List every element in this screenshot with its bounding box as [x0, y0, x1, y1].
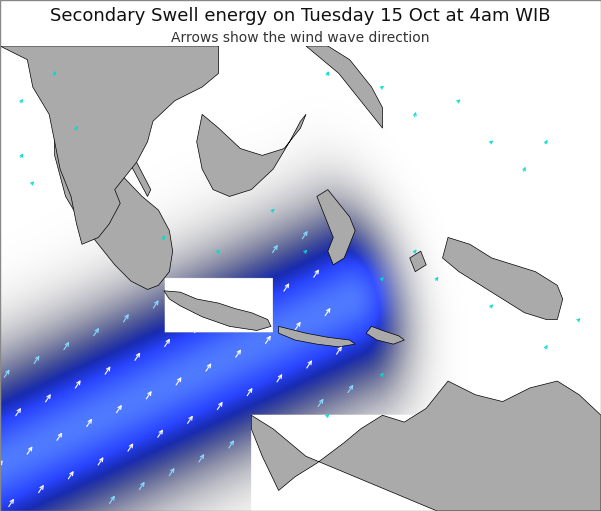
Text: Arrows show the wind wave direction: Arrows show the wind wave direction [171, 31, 430, 44]
Text: Secondary Swell energy on Tuesday 15 Oct at 4am WIB: Secondary Swell energy on Tuesday 15 Oct… [50, 7, 551, 25]
